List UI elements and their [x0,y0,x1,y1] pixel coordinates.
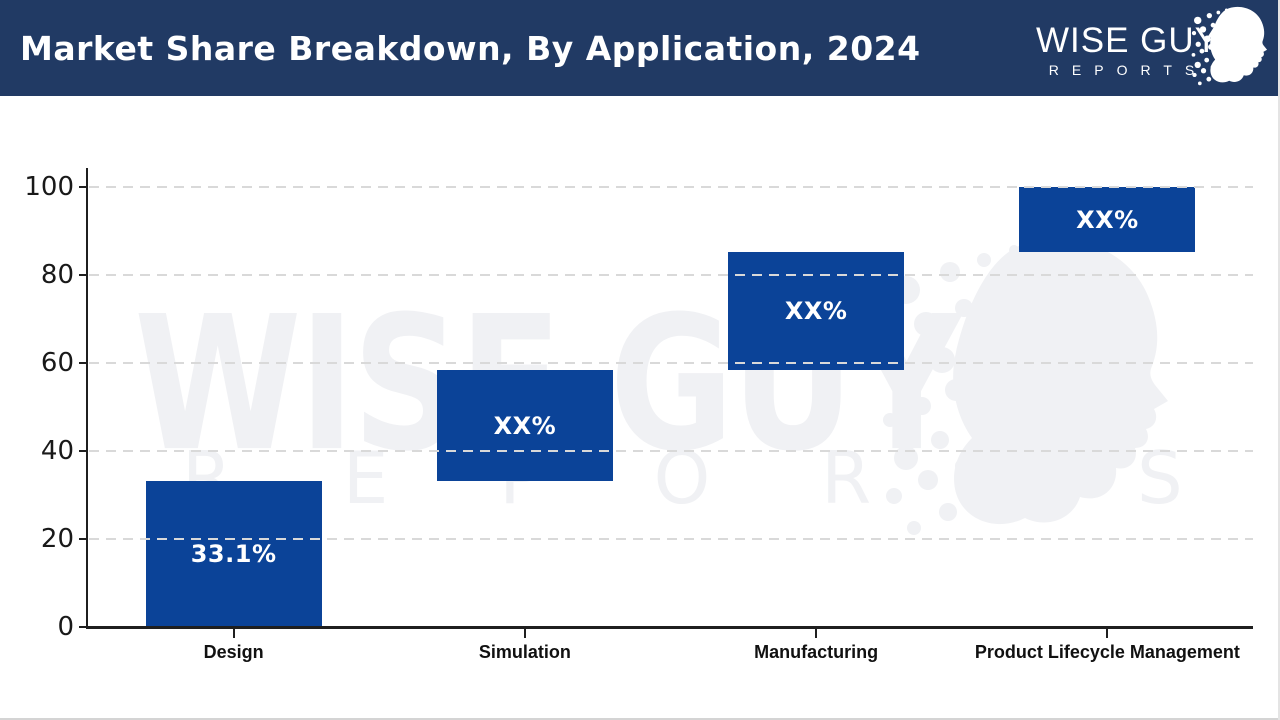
y-tick [79,362,87,364]
y-tick-label: 0 [57,612,74,642]
gridline [89,274,1253,276]
x-axis-spine [86,626,1253,629]
y-tick-label: 80 [40,260,74,290]
page-border-bottom [0,718,1280,720]
x-tick [523,629,526,638]
brand-logo: WISE GUY REPORTS [1032,0,1272,96]
y-tick [79,186,87,188]
chart-title: Market Share Breakdown, By Application, … [20,28,921,68]
header-bar: Market Share Breakdown, By Application, … [0,0,1280,96]
bar-manufacturing [728,252,905,371]
y-tick-label: 40 [40,436,74,466]
y-tick-label: 20 [40,524,74,554]
y-tick [79,450,87,452]
x-tick [1106,629,1109,638]
logo-text: WISE GUY REPORTS [1036,21,1220,78]
bar-design [145,481,322,627]
bar-simulation [436,370,613,482]
x-category-label: Product Lifecycle Management [974,642,1240,662]
page-border-right [1278,0,1280,720]
gridline [89,186,1253,188]
gridline [89,538,1253,540]
y-tick-label: 60 [40,348,74,378]
chart-canvas: WISE GUY R E P O R T S Design Simulation M… [0,96,1280,720]
logo-wordmark: WISE GUY [1036,21,1220,60]
x-tick [232,629,235,638]
y-axis-spine [86,168,88,629]
x-category-label: Manufacturing [754,642,879,662]
gridline [89,450,1253,452]
bar-product-lifecycle-management [1019,187,1196,253]
x-tick [815,629,818,638]
gridline [89,362,1253,364]
x-category-label: Simulation [478,642,571,662]
x-category-label: Design [203,642,264,662]
y-tick [79,538,87,540]
y-tick [79,274,87,276]
y-tick-label: 100 [24,172,74,202]
logo-subtitle: REPORTS [1048,62,1208,78]
y-tick [79,626,87,628]
